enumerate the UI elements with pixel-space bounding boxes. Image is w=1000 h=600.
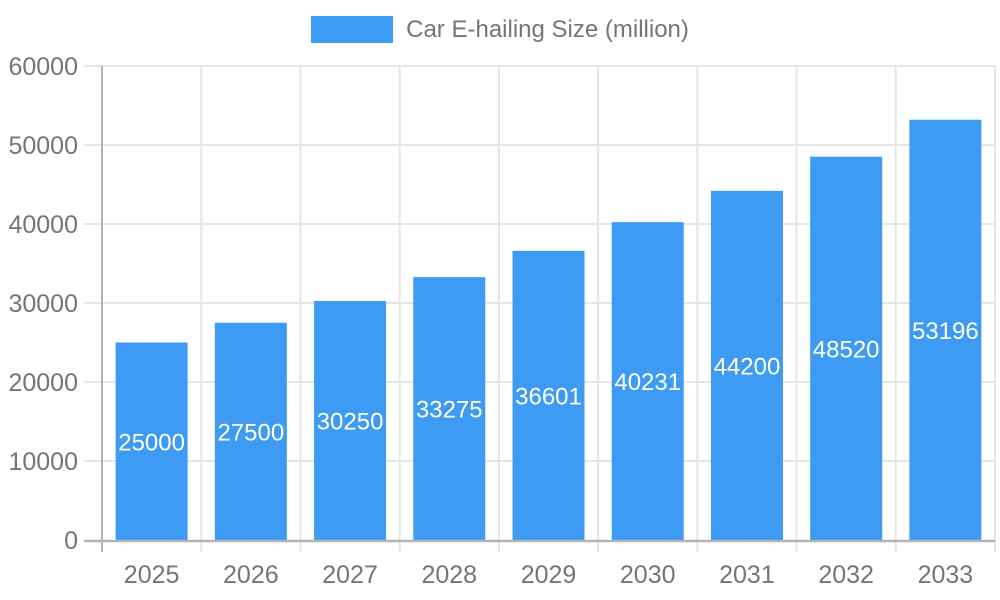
x-tick-label: 2028: [421, 561, 477, 589]
y-tick-label: 40000: [8, 211, 78, 239]
legend-label: Car E-hailing Size (million): [406, 16, 689, 43]
bar-value-label: 40231: [614, 369, 681, 396]
bar-2031[interactable]: [710, 190, 783, 540]
y-tick-label: 50000: [8, 132, 78, 160]
y-tick-label: 60000: [8, 53, 78, 81]
bar-value-label: 27500: [217, 419, 284, 446]
x-tick-label: 2032: [818, 561, 874, 589]
x-tick-label: 2033: [918, 561, 974, 589]
x-tick-label: 2031: [719, 561, 775, 589]
bar-value-label: 30250: [317, 409, 384, 436]
bar-value-label: 44200: [714, 353, 781, 380]
y-tick-label: 10000: [8, 448, 78, 476]
x-tick-label: 2029: [521, 561, 577, 589]
bar-2028[interactable]: [413, 277, 486, 540]
x-tick-label: 2027: [322, 561, 378, 589]
x-tick-label: 2030: [620, 561, 676, 589]
legend: Car E-hailing Size (million): [0, 16, 1000, 43]
bar-2033[interactable]: [909, 119, 982, 541]
legend-item[interactable]: Car E-hailing Size (million): [311, 16, 689, 43]
bar-value-label: 48520: [813, 336, 880, 363]
legend-swatch: [311, 16, 394, 43]
bar-value-label: 53196: [912, 318, 979, 345]
bar-value-label: 33275: [416, 397, 483, 424]
y-tick-label: 0: [64, 527, 78, 555]
y-tick-label: 20000: [8, 369, 78, 397]
x-tick-label: 2026: [223, 561, 279, 589]
bar-2025[interactable]: [115, 342, 188, 541]
x-tick-label: 2025: [124, 561, 180, 589]
bar-2026[interactable]: [214, 322, 287, 540]
bar-2032[interactable]: [810, 156, 883, 540]
y-tick-label: 30000: [8, 290, 78, 318]
bar-2027[interactable]: [314, 301, 387, 540]
bar-2030[interactable]: [611, 222, 684, 540]
bar-value-label: 36601: [515, 383, 582, 410]
bar-value-label: 25000: [118, 429, 185, 456]
bar-2029[interactable]: [512, 250, 585, 540]
